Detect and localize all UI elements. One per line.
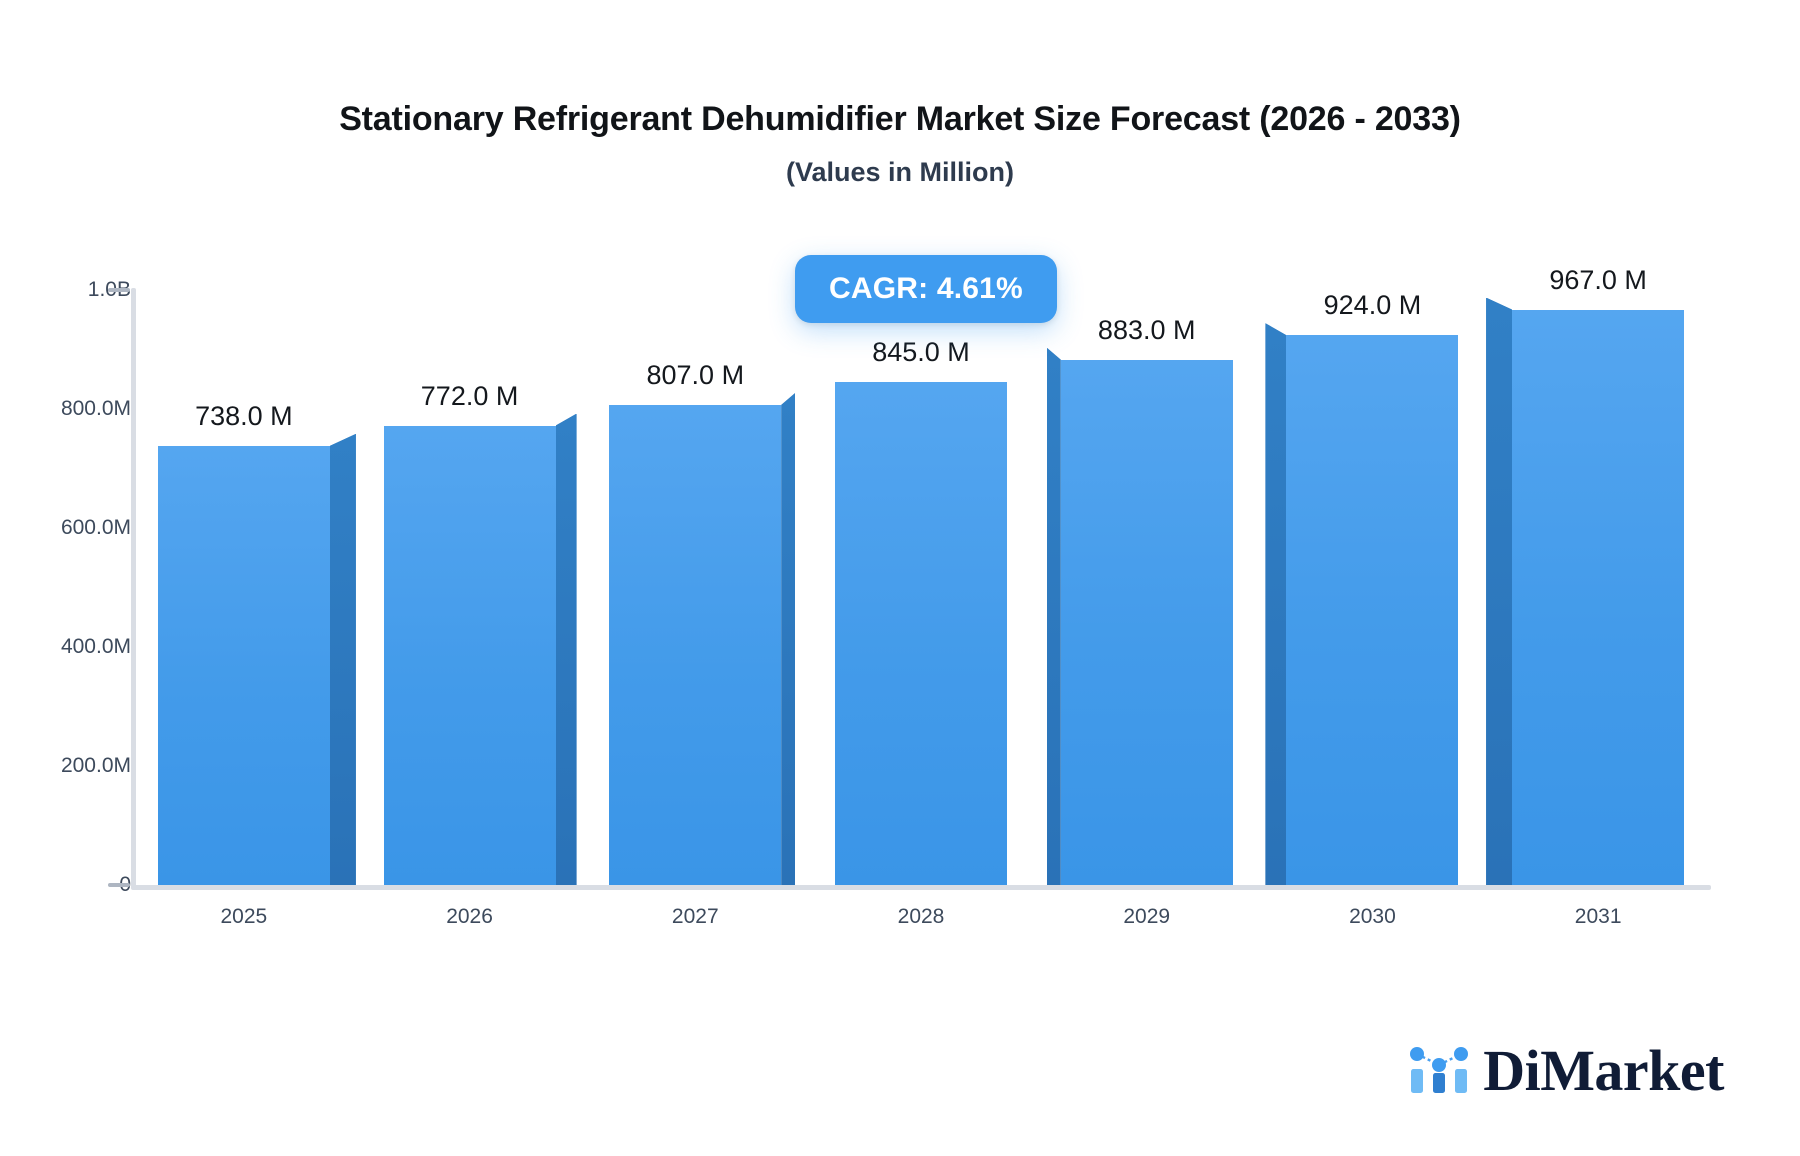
bar-side-face bbox=[1265, 323, 1287, 885]
logo-text: DiMarket bbox=[1483, 1038, 1724, 1103]
y-tick-mark bbox=[108, 288, 130, 292]
y-tick-mark bbox=[108, 883, 130, 887]
bar-side-face bbox=[781, 392, 796, 885]
bar-side-face bbox=[1046, 347, 1061, 885]
x-tick-label: 2031 bbox=[1574, 905, 1622, 928]
brand-logo: DiMarket bbox=[1408, 1042, 1724, 1100]
page-title: Stationary Refrigerant Dehumidifier Mark… bbox=[339, 100, 1461, 138]
y-axis-line bbox=[131, 288, 136, 888]
x-axis-line bbox=[131, 885, 1711, 890]
y-tick-label: 800.0M bbox=[60, 397, 131, 420]
bar-value-label: 883.0 M bbox=[1097, 314, 1196, 345]
bar-side-face bbox=[1486, 297, 1513, 885]
bar-value-label: 967.0 M bbox=[1549, 264, 1647, 295]
y-tick-label: 200.0M bbox=[60, 754, 131, 777]
bar-face[interactable] bbox=[383, 425, 556, 885]
x-tick-label: 2025 bbox=[220, 905, 268, 928]
bar-face[interactable] bbox=[609, 404, 782, 885]
x-tick-label: 2027 bbox=[671, 905, 719, 928]
x-tick-label: 2026 bbox=[446, 905, 493, 928]
x-tick-label: 2030 bbox=[1349, 905, 1396, 928]
bar-value-label: 738.0 M bbox=[195, 400, 293, 431]
bar-value-label: 807.0 M bbox=[646, 359, 745, 390]
bar-face[interactable] bbox=[835, 382, 1007, 885]
x-tick-label: 2028 bbox=[897, 905, 945, 928]
bar-value-label: 772.0 M bbox=[420, 380, 519, 411]
title-block: Stationary Refrigerant Dehumidifier Mark… bbox=[0, 100, 1800, 188]
bar-side-face bbox=[329, 433, 356, 885]
bar-face[interactable] bbox=[157, 445, 330, 885]
bar-face[interactable] bbox=[1060, 359, 1233, 885]
bar-face[interactable] bbox=[1286, 335, 1459, 885]
y-tick-label: 600.0M bbox=[60, 516, 131, 539]
bar-value-label: 924.0 M bbox=[1323, 290, 1422, 321]
bar-value-label: 845.0 M bbox=[872, 337, 970, 368]
bars-layer: 738.0 M 772.0 M 807.0 M 845.0 M 883.0 M 924.0… bbox=[131, 0, 1711, 1156]
bar-chart-dots-icon bbox=[1408, 1043, 1470, 1100]
bar-face[interactable] bbox=[1512, 309, 1685, 885]
page-subtitle: (Values in Million) bbox=[785, 157, 1015, 188]
bar-side-face bbox=[555, 413, 577, 885]
x-tick-label: 2029 bbox=[1123, 905, 1171, 928]
cagr-badge: CAGR: 4.61% bbox=[795, 255, 1057, 323]
y-tick-label: 400.0M bbox=[60, 635, 131, 658]
